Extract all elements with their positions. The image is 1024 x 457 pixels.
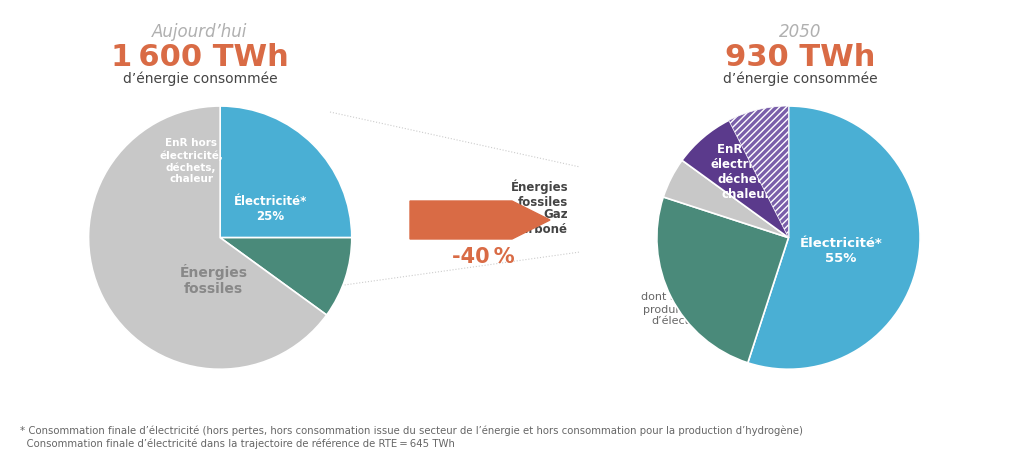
Text: 1 600 TWh: 1 600 TWh	[112, 43, 289, 71]
Text: Consommation finale d’électricité dans la trajectoire de référence de RTE = 645 : Consommation finale d’électricité dans l…	[20, 439, 455, 449]
FancyArrow shape	[410, 201, 550, 239]
Wedge shape	[664, 160, 788, 238]
Text: Gaz
décarboné: Gaz décarboné	[498, 208, 568, 236]
Wedge shape	[682, 106, 788, 238]
Text: Électricité*
25%: Électricité* 25%	[233, 195, 307, 223]
Text: Énergies
fossiles: Énergies fossiles	[510, 179, 568, 209]
Text: 2050: 2050	[778, 23, 821, 41]
Text: Aujourd’hui: Aujourd’hui	[153, 23, 248, 41]
Wedge shape	[220, 106, 352, 238]
Wedge shape	[656, 197, 788, 363]
Wedge shape	[729, 106, 788, 238]
Text: d’énergie consommée: d’énergie consommée	[723, 72, 878, 86]
Text: 930 TWh: 930 TWh	[725, 43, 876, 71]
Text: EnR hors
électricité,
déchets,
chaleur: EnR hors électricité, déchets, chaleur	[711, 143, 782, 201]
Wedge shape	[220, 238, 352, 315]
Wedge shape	[88, 106, 327, 369]
Text: EnR hors
électricité,
déchets,
chaleur: EnR hors électricité, déchets, chaleur	[160, 138, 223, 184]
Text: -40 %: -40 %	[452, 247, 514, 267]
Text: dont hydrogène
produit à partir
d’électricité: dont hydrogène produit à partir d’électr…	[641, 292, 729, 326]
Text: d’énergie consommée: d’énergie consommée	[123, 72, 278, 86]
Wedge shape	[748, 106, 921, 369]
Text: Électricité*
55%: Électricité* 55%	[800, 237, 883, 265]
Text: Énergies
fossiles: Énergies fossiles	[179, 264, 248, 296]
Text: * Consommation finale d’électricité (hors pertes, hors consommation issue du sec: * Consommation finale d’électricité (hor…	[20, 426, 803, 436]
